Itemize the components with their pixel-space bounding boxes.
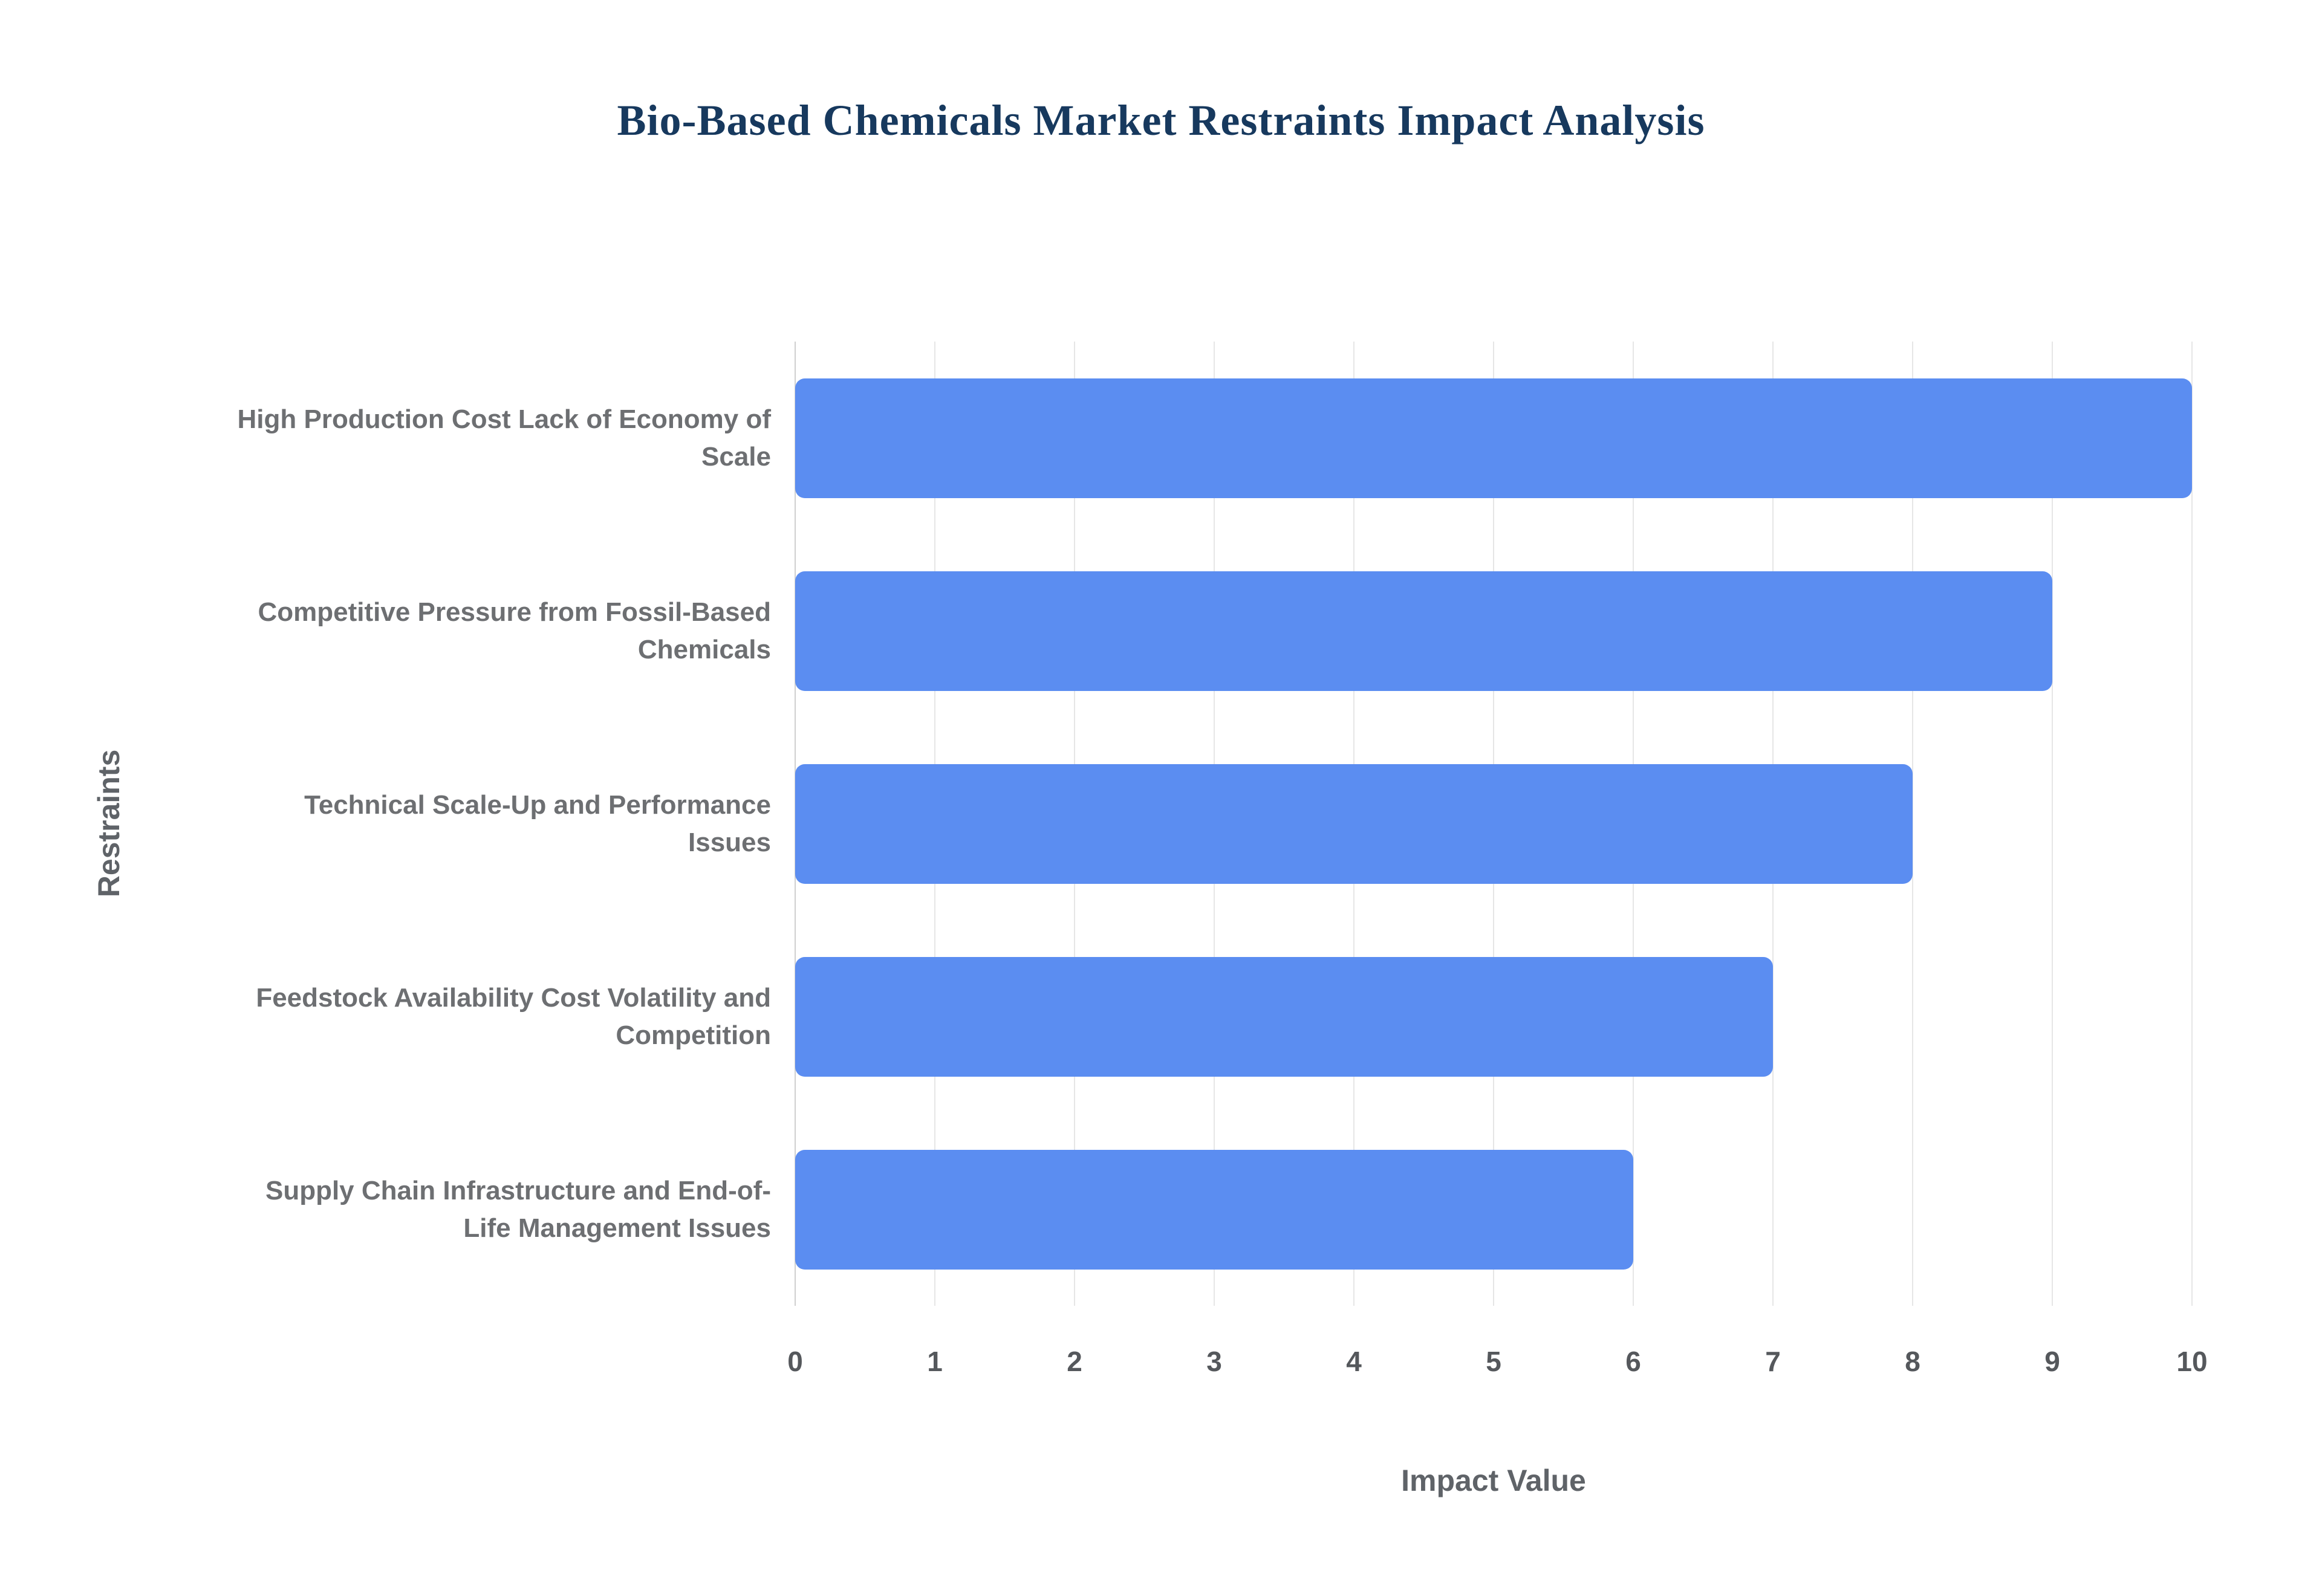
x-tick-label-3: 3 [1206, 1346, 1222, 1377]
bar-row [795, 727, 2192, 920]
y-axis-labels: High Production Cost Lack of Economy of … [230, 342, 771, 1306]
bar-0 [795, 378, 2192, 498]
x-tick-label-5: 5 [1486, 1346, 1501, 1377]
x-tick-label-10: 10 [2176, 1346, 2208, 1377]
bar-3 [795, 956, 1773, 1077]
x-axis-labels: 0 1 2 3 4 5 6 7 8 9 10 [787, 1345, 2207, 1381]
bar-row [795, 1113, 2192, 1306]
x-tick-label-4: 4 [1346, 1346, 1362, 1377]
x-tick-label-7: 7 [1765, 1346, 1781, 1377]
y-label-row: Supply Chain Infrastructure and End-of-L… [230, 1113, 771, 1306]
category-label-0: High Production Cost Lack of Economy of … [237, 404, 771, 472]
y-label-row: Competitive Pressure from Fossil-Based C… [230, 534, 771, 727]
gridline-8 [1912, 342, 1913, 1306]
x-tick-label-9: 9 [2044, 1346, 2060, 1377]
category-label-1: Competitive Pressure from Fossil-Based C… [258, 597, 771, 664]
x-tick-label-8: 8 [1905, 1346, 1920, 1377]
y-label-row: High Production Cost Lack of Economy of … [230, 342, 771, 534]
x-axis-title: Impact Value [1401, 1464, 1586, 1497]
bar-4 [795, 1149, 1633, 1270]
bar-1 [795, 571, 2052, 691]
y-label-row: Feedstock Availability Cost Volatility a… [230, 920, 771, 1113]
bar-2 [795, 764, 1913, 884]
x-tick-label-6: 6 [1625, 1346, 1641, 1377]
category-label-4: Supply Chain Infrastructure and End-of-L… [265, 1175, 771, 1243]
gridline-10 [2191, 342, 2193, 1306]
plot-area [795, 342, 2193, 1306]
bar-row [795, 342, 2192, 534]
gridline-9 [2052, 342, 2053, 1306]
x-tick-label-0: 0 [787, 1346, 803, 1377]
y-axis-title-text: Restraints [92, 749, 126, 898]
category-label-3: Feedstock Availability Cost Volatility a… [256, 982, 771, 1050]
category-label-2: Technical Scale-Up and Performance Issue… [304, 790, 771, 857]
chart-title: Bio-Based Chemicals Market Restraints Im… [617, 96, 1705, 144]
bar-row [795, 534, 2192, 727]
y-label-row: Technical Scale-Up and Performance Issue… [230, 727, 771, 920]
x-tick-label-2: 2 [1067, 1346, 1082, 1377]
x-tick-label-1: 1 [927, 1346, 943, 1377]
bar-row [795, 920, 2192, 1113]
